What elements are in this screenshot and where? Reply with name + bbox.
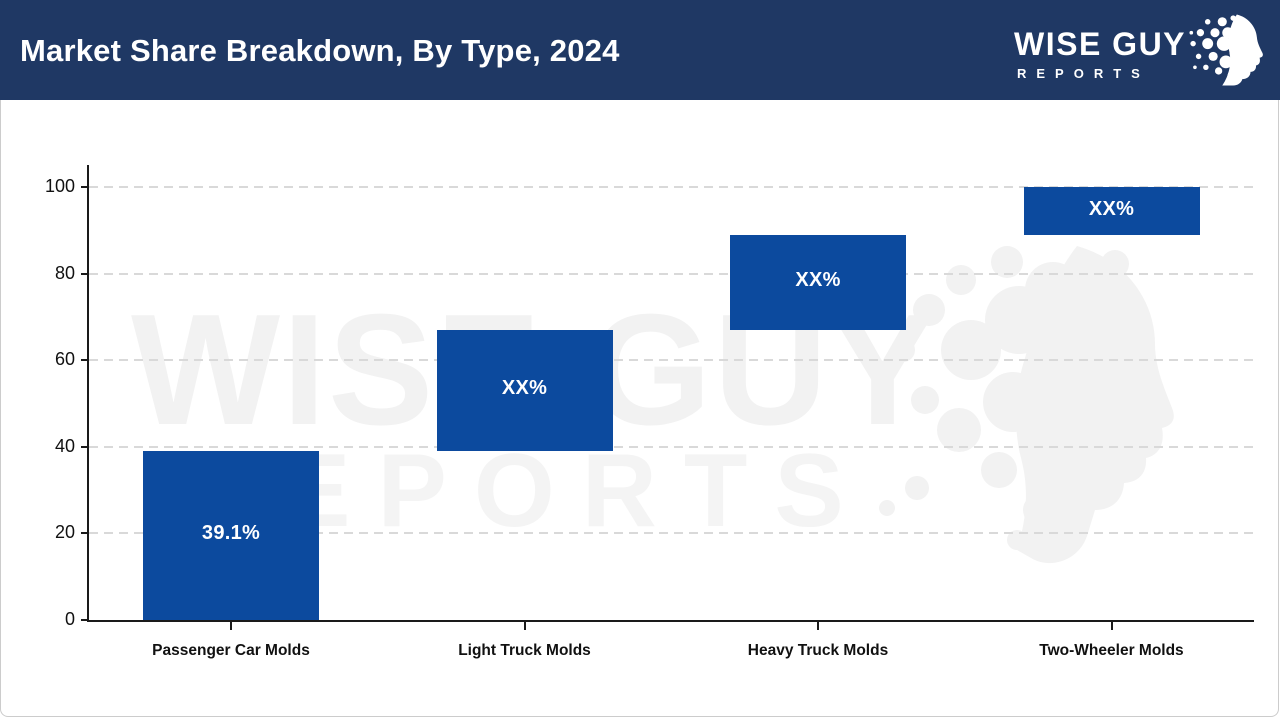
y-tick-label: 40 [54, 435, 75, 456]
gridline [89, 359, 1254, 362]
y-tick-mark [81, 532, 89, 535]
logo-line2: REPORTS [1017, 66, 1150, 81]
y-tick-mark [81, 272, 89, 275]
y-axis-line [87, 165, 89, 622]
bar-segment [436, 329, 613, 451]
x-category-label: Passenger Car Molds [152, 642, 310, 659]
x-category-label: Two-Wheeler Molds [1039, 642, 1184, 659]
bar-value-label: XX% [795, 269, 841, 292]
chart-card: WISE GUY REPORTS 0 20 40 60 80 100 39.1% Passen… [0, 100, 1279, 717]
gridline [89, 445, 1254, 448]
logo-wordmark: WISE GUY REPORTS [1014, 26, 1192, 81]
logo-line1: WISE GUY [1014, 26, 1187, 62]
gridline [89, 272, 1254, 275]
x-tick-mark [1110, 622, 1113, 630]
y-tick-label: 0 [64, 609, 75, 629]
x-tick-mark [817, 622, 819, 630]
y-tick-mark [81, 619, 89, 621]
y-tick-mark [81, 359, 89, 362]
bar-segment [143, 450, 319, 620]
x-category-label: Heavy Truck Molds [747, 642, 889, 659]
y-tick-mark [81, 445, 89, 448]
bar-value-label: XX% [501, 377, 548, 400]
page-title: Market Share Breakdown, By Type, 2024 [20, 33, 620, 68]
y-tick-label: 80 [54, 262, 75, 283]
x-tick-mark [230, 622, 232, 630]
bar-segment [1023, 187, 1200, 236]
gridline [89, 186, 1254, 188]
bar-value-label: 39.1% [201, 522, 261, 545]
header-bar: Market Share Breakdown, By Type, 2024 WI… [0, 0, 1280, 100]
bar-value-label: XX% [1088, 198, 1135, 221]
x-category-label: Light Truck Molds [458, 642, 591, 659]
watermark-head-icon [879, 246, 1174, 564]
y-tick-label: 20 [54, 522, 75, 543]
wise-guy-logo: WISE GUY REPORTS [1014, 8, 1266, 92]
y-tick-mark [81, 186, 89, 188]
bar-segment [730, 235, 906, 330]
x-tick-mark [523, 622, 526, 630]
gridline [89, 532, 1254, 535]
x-axis-line [87, 620, 1254, 622]
y-tick-label: 100 [44, 176, 75, 196]
head-profile-dots-icon [1189, 14, 1263, 86]
y-tick-label: 60 [54, 349, 75, 370]
